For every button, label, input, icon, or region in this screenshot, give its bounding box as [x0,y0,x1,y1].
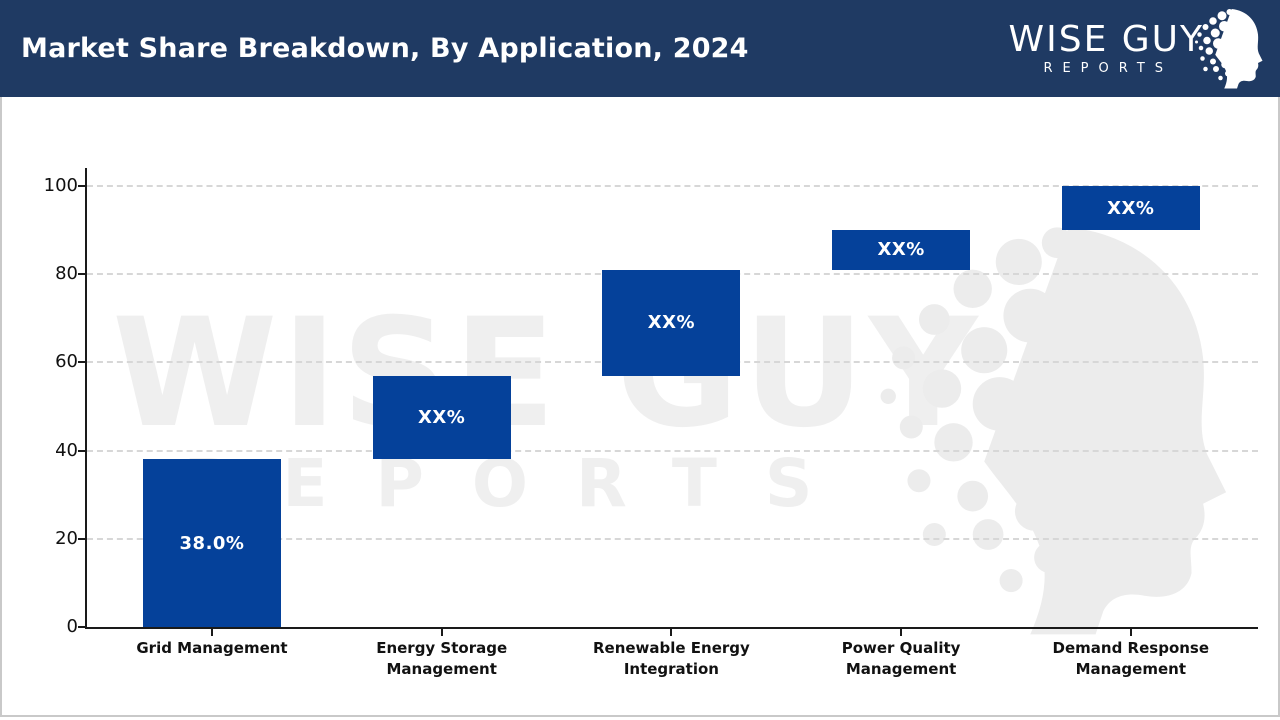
gridline-40 [87,449,1258,452]
bar-renewable-energy-integration: XX% [602,269,741,376]
gridline-100 [87,185,1258,187]
y-tick-label: 100 [43,175,78,196]
category-label-energy-storage-management: Energy Storage Management [376,639,508,678]
y-tick-mark [78,185,86,187]
watermark-brand-text: WISE GUY [112,287,982,461]
y-tick-label: 80 [55,263,78,285]
category-label-grid-management: Grid Management [136,639,288,657]
x-tick-mark [900,629,903,636]
logo-sub-text: REPORTS [1043,61,1174,77]
bar-power-quality-management: XX% [832,230,971,270]
logo-brand-text: WISE GUY [1008,18,1204,60]
x-axis-line [85,627,1258,629]
bar-value-label: XX% [647,312,696,334]
bar-value-label: 38.0% [179,532,245,554]
y-tick-label: 20 [55,527,78,549]
gridline-20 [87,537,1258,540]
wiseguy-logo: WISE GUY REPORTS [1009,6,1267,90]
x-tick-mark [1129,629,1132,636]
bar-energy-storage-management: XX% [372,375,511,460]
y-tick-label: 0 [66,616,78,637]
header-bar: Market Share Breakdown, By Application, … [0,0,1280,97]
bar-grid-management: 38.0% [143,459,281,627]
logo-text: WISE GUY REPORTS [1009,20,1205,77]
y-tick-label: 40 [55,439,78,461]
y-tick-label: 60 [55,351,78,373]
bar-value-label: XX% [877,239,925,261]
y-axis-line [85,168,87,629]
x-tick-mark [670,629,673,636]
y-tick-mark [78,361,86,364]
waterfall-chart: 0 20 40 60 80 100 38.0% Grid Management XX% Energ… [2,97,1278,715]
bar-value-label: XX% [418,407,466,429]
page-title: Market Share Breakdown, By Application, … [21,33,749,64]
y-tick-mark [78,449,86,452]
category-label-power-quality-management: Power Quality Management [841,639,961,678]
y-tick-mark [78,537,86,540]
x-tick-mark [440,629,443,636]
category-label-demand-response-management: Demand Response Management [1052,639,1210,678]
category-label-renewable-energy-integration: Renewable Energy Integration [592,639,750,678]
y-tick-mark [78,273,86,276]
chart-card: WISE GUY REPORTS 0 20 40 60 80 100 38.0% Grid M… [0,97,1280,717]
y-tick-mark [78,626,86,628]
x-tick-mark [211,629,213,636]
watermark-head-icon [880,227,1227,635]
bar-value-label: XX% [1107,197,1155,219]
bar-demand-response-management: XX% [1061,186,1200,231]
wiseguy-head-icon [1195,9,1263,89]
